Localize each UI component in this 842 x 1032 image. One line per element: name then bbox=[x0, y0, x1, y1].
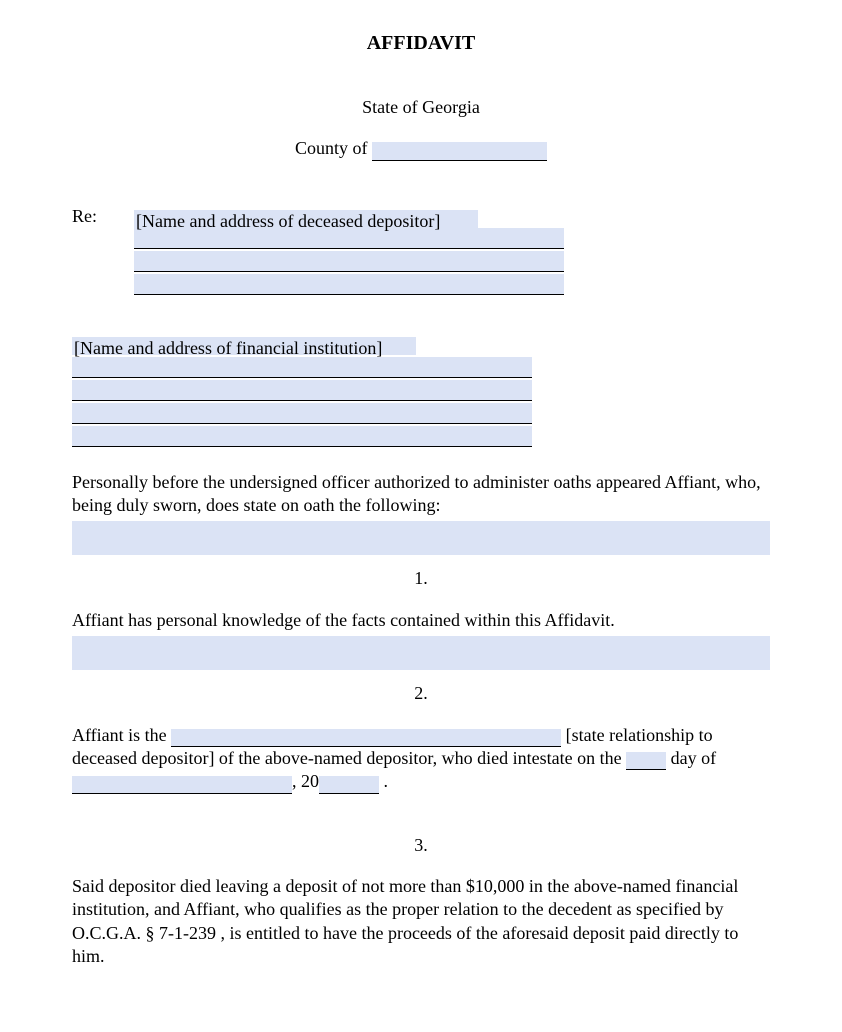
section2-period: . bbox=[379, 771, 388, 791]
affiant-statement-fill[interactable] bbox=[72, 521, 770, 555]
section1-fill[interactable] bbox=[72, 636, 770, 670]
section2-yearprefix: , 20 bbox=[292, 771, 319, 791]
deceased-addr-line[interactable] bbox=[134, 274, 564, 295]
deceased-addr-line[interactable] bbox=[134, 251, 564, 272]
re-caption: [Name and address of deceased depositor] bbox=[134, 210, 478, 228]
state-line: State of Georgia bbox=[72, 96, 770, 119]
deceased-address-block bbox=[134, 228, 770, 295]
institution-addr-line[interactable] bbox=[72, 403, 532, 424]
section-number-2: 2. bbox=[72, 682, 770, 705]
section1-text: Affiant has personal knowledge of the fa… bbox=[72, 609, 770, 632]
institution-addr-line[interactable] bbox=[72, 357, 532, 378]
county-label: County of bbox=[295, 138, 372, 158]
section3-text: Said depositor died leaving a deposit of… bbox=[72, 875, 770, 969]
section2-pre: Affiant is the bbox=[72, 725, 171, 745]
day-fill[interactable] bbox=[626, 752, 666, 770]
affidavit-page: AFFIDAVIT State of Georgia County of Re:… bbox=[0, 0, 842, 1013]
intro-paragraph: Personally before the undersigned office… bbox=[72, 471, 770, 518]
re-row: Re: [Name and address of deceased deposi… bbox=[72, 205, 770, 228]
month-fill[interactable] bbox=[72, 776, 292, 794]
institution-addr-line[interactable] bbox=[72, 380, 532, 401]
section2-para: Affiant is the [state relationship to de… bbox=[72, 724, 770, 794]
re-label: Re: bbox=[72, 205, 134, 228]
county-line: County of bbox=[72, 137, 770, 160]
institution-caption: [Name and address of financial instituti… bbox=[72, 337, 416, 355]
year-fill[interactable] bbox=[319, 776, 379, 794]
deceased-addr-line[interactable] bbox=[134, 228, 564, 249]
section-number-3: 3. bbox=[72, 834, 770, 857]
institution-addr-line[interactable] bbox=[72, 426, 532, 447]
county-fill[interactable] bbox=[372, 142, 547, 161]
page-title: AFFIDAVIT bbox=[72, 30, 770, 56]
relationship-fill[interactable] bbox=[171, 729, 561, 747]
section-number-1: 1. bbox=[72, 567, 770, 590]
section2-daytext: day of bbox=[666, 748, 716, 768]
institution-block: [Name and address of financial instituti… bbox=[72, 331, 770, 446]
re-caption-wrap: [Name and address of deceased depositor] bbox=[134, 205, 478, 228]
